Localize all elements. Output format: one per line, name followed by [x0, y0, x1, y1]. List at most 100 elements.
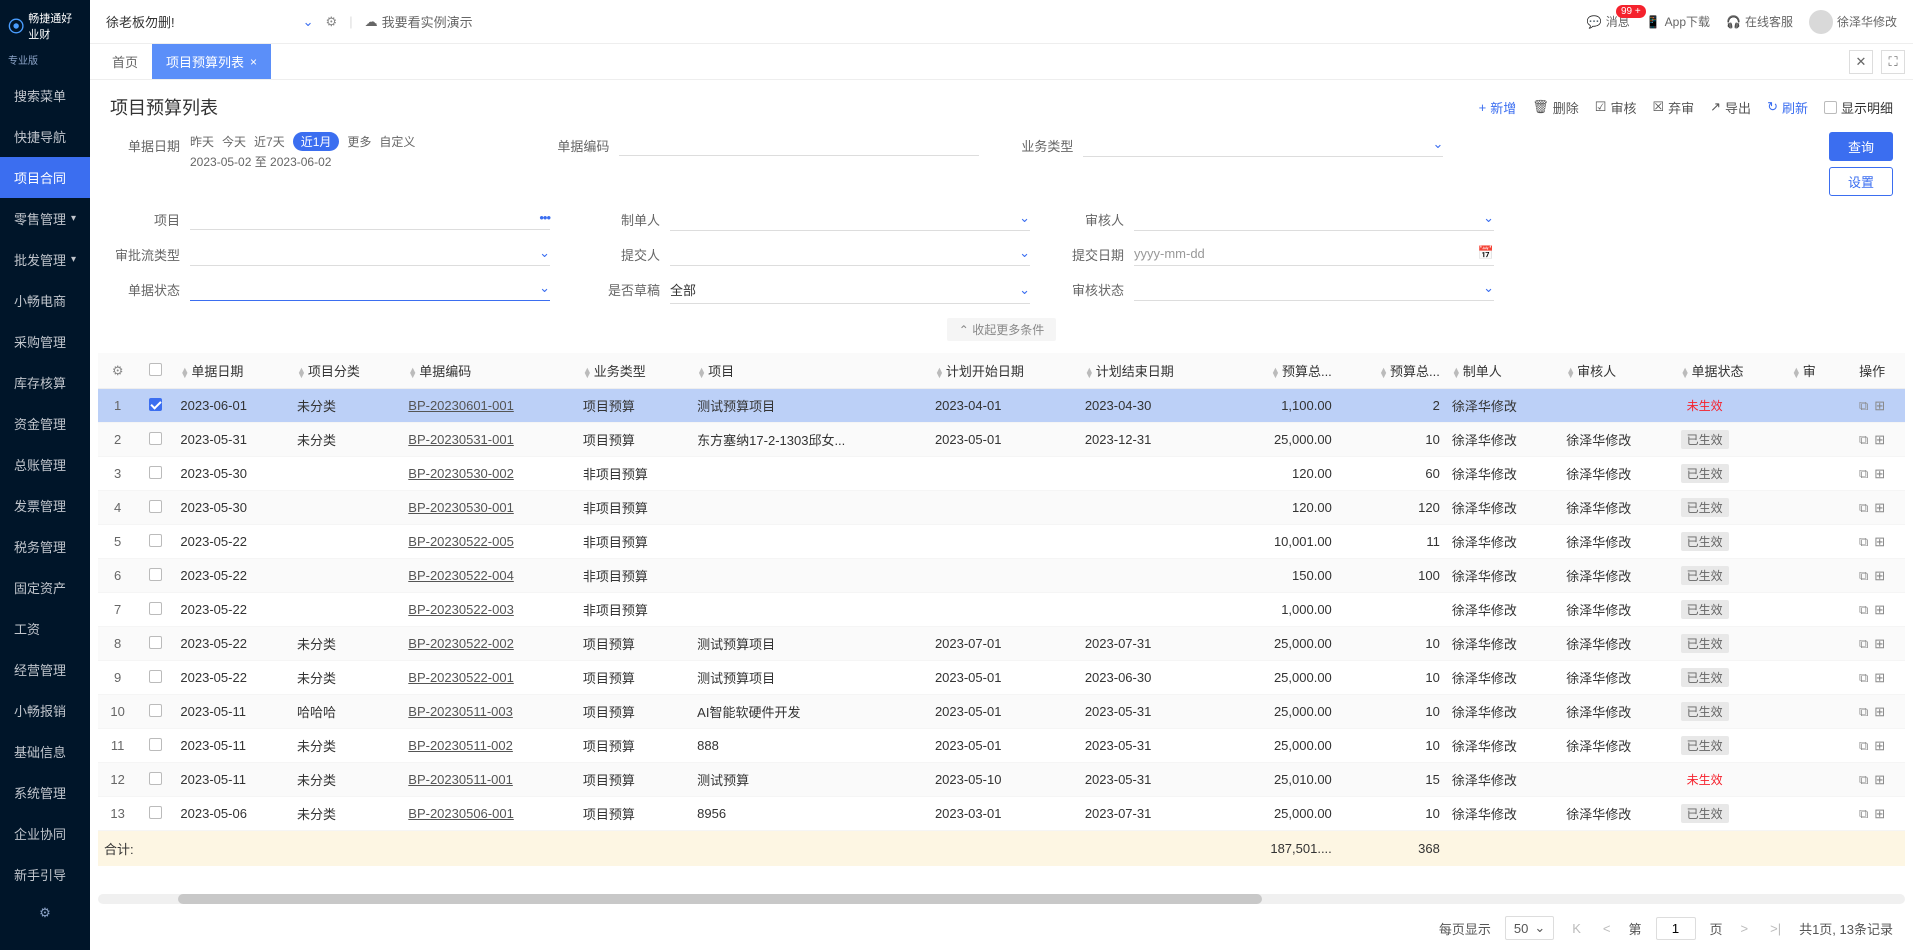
detail-checkbox[interactable]: 显示明细 — [1824, 98, 1893, 117]
col-maker[interactable]: ▲▼制单人 — [1446, 353, 1560, 389]
table-row[interactable]: 1 2023-06-01 未分类 BP-20230601-001 项目预算 测试… — [98, 389, 1905, 423]
more-icon[interactable]: ⊞ — [1874, 602, 1885, 617]
bill-code-link[interactable]: BP-20230511-001 — [408, 772, 513, 787]
select-all-checkbox[interactable] — [137, 353, 174, 389]
col-biz-type[interactable]: ▲▼业务类型 — [577, 353, 691, 389]
sidebar-item[interactable]: 经营管理 — [0, 649, 90, 690]
row-checkbox[interactable] — [137, 491, 174, 525]
filter-submitter-select[interactable]: ⌄ — [670, 241, 1030, 266]
bill-code-link[interactable]: BP-20230522-005 — [408, 534, 514, 549]
fullscreen-button[interactable]: ⛶ — [1881, 50, 1905, 74]
bill-code-link[interactable]: BP-20230511-002 — [408, 738, 513, 753]
close-icon[interactable]: × — [250, 55, 257, 69]
row-checkbox[interactable] — [137, 797, 174, 831]
sidebar-item[interactable]: 系统管理 — [0, 772, 90, 813]
view-icon[interactable]: ⧉ — [1859, 738, 1868, 753]
refresh-button[interactable]: ↻刷新 — [1767, 98, 1808, 117]
tab[interactable]: 首页 — [98, 44, 152, 79]
gear-icon[interactable]: ⚙ — [326, 14, 338, 30]
row-checkbox[interactable] — [137, 763, 174, 797]
table-row[interactable]: 4 2023-05-30 BP-20230530-001 非项目预算 120.0… — [98, 491, 1905, 525]
sidebar-item[interactable]: 小畅电商 — [0, 280, 90, 321]
more-icon[interactable]: ⊞ — [1874, 806, 1885, 821]
sidebar-item[interactable]: 零售管理▾ — [0, 198, 90, 239]
row-checkbox[interactable] — [137, 457, 174, 491]
table-settings-button[interactable]: ⚙ — [98, 353, 137, 389]
filter-maker-select[interactable]: ⌄ — [670, 206, 1030, 231]
export-button[interactable]: ↗导出 — [1710, 98, 1751, 117]
bill-code-link[interactable]: BP-20230530-002 — [408, 466, 514, 481]
table-row[interactable]: 12 2023-05-11 未分类 BP-20230511-001 项目预算 测… — [98, 763, 1905, 797]
app-download-button[interactable]: 📱 App下载 — [1646, 13, 1710, 30]
close-tab-button[interactable]: ✕ — [1849, 50, 1873, 74]
table-row[interactable]: 13 2023-05-06 未分类 BP-20230506-001 项目预算 8… — [98, 797, 1905, 831]
filter-audit-status-select[interactable]: ⌄ — [1134, 276, 1494, 301]
bill-code-link[interactable]: BP-20230522-004 — [408, 568, 514, 583]
more-icon[interactable]: ⊞ — [1874, 636, 1885, 651]
bill-code-link[interactable]: BP-20230530-001 — [408, 500, 514, 515]
tab[interactable]: 项目预算列表× — [152, 44, 271, 79]
col-budget2[interactable]: ▲▼预算总... — [1338, 353, 1446, 389]
col-status[interactable]: ▲▼单据状态 — [1675, 353, 1786, 389]
bill-code-link[interactable]: BP-20230522-001 — [408, 670, 514, 685]
filter-bill-status-select[interactable]: ⌄ — [190, 276, 550, 301]
user-menu[interactable]: 徐泽华修改 — [1809, 10, 1897, 34]
sidebar-item[interactable]: 搜索菜单 — [0, 75, 90, 116]
view-icon[interactable]: ⧉ — [1859, 398, 1868, 413]
view-icon[interactable]: ⧉ — [1859, 432, 1868, 447]
message-button[interactable]: 💬 消息 99 + — [1587, 13, 1630, 30]
sidebar-item[interactable]: 项目合同 — [0, 157, 90, 198]
row-checkbox[interactable] — [137, 423, 174, 457]
col-bill-code[interactable]: ▲▼单据编码 — [402, 353, 577, 389]
more-icon[interactable]: ⊞ — [1874, 772, 1885, 787]
row-checkbox[interactable] — [137, 627, 174, 661]
view-icon[interactable]: ⧉ — [1859, 466, 1868, 481]
table-row[interactable]: 3 2023-05-30 BP-20230530-002 非项目预算 120.0… — [98, 457, 1905, 491]
collapse-filter-button[interactable]: ⌃ 收起更多条件 — [110, 314, 1893, 345]
sidebar-item[interactable]: 批发管理▾ — [0, 239, 90, 280]
online-service-button[interactable]: 🎧 在线客服 — [1726, 13, 1793, 30]
table-row[interactable]: 8 2023-05-22 未分类 BP-20230522-002 项目预算 测试… — [98, 627, 1905, 661]
sidebar-item[interactable]: 税务管理 — [0, 526, 90, 567]
row-checkbox[interactable] — [137, 389, 174, 423]
page-input[interactable] — [1656, 917, 1696, 940]
table-row[interactable]: 10 2023-05-11 哈哈哈 BP-20230511-003 项目预算 A… — [98, 695, 1905, 729]
more-icon[interactable]: ⊞ — [1874, 534, 1885, 549]
sidebar-item[interactable]: 发票管理 — [0, 485, 90, 526]
row-checkbox[interactable] — [137, 695, 174, 729]
audit-button[interactable]: ☑审核 — [1595, 98, 1637, 117]
sidebar-item[interactable]: 总账管理 — [0, 444, 90, 485]
filter-submit-date-input[interactable]: yyyy-mm-dd📅 — [1134, 241, 1494, 266]
abandon-button[interactable]: ☒弃审 — [1652, 98, 1694, 117]
delete-button[interactable]: 🗑删除 — [1532, 98, 1579, 117]
more-icon[interactable]: ⊞ — [1874, 670, 1885, 685]
more-icon[interactable]: ⊞ — [1874, 398, 1885, 413]
table-row[interactable]: 6 2023-05-22 BP-20230522-004 非项目预算 150.0… — [98, 559, 1905, 593]
more-icon[interactable]: ⊞ — [1874, 568, 1885, 583]
col-bill-date[interactable]: ▲▼单据日期 — [174, 353, 291, 389]
per-page-select[interactable]: 50⌄ — [1505, 916, 1554, 940]
col-budget1[interactable]: ▲▼预算总... — [1229, 353, 1338, 389]
next-page-button[interactable]: > — [1737, 921, 1753, 936]
view-icon[interactable]: ⧉ — [1859, 704, 1868, 719]
sidebar-item[interactable]: 小畅报销 — [0, 690, 90, 731]
last-page-button[interactable]: >| — [1766, 921, 1785, 936]
sidebar-item[interactable]: 资金管理 — [0, 403, 90, 444]
filter-project-select[interactable]: ••• — [190, 206, 550, 230]
more-icon[interactable]: ⊞ — [1874, 432, 1885, 447]
prev-page-button[interactable]: < — [1599, 921, 1615, 936]
row-checkbox[interactable] — [137, 729, 174, 763]
table-row[interactable]: 7 2023-05-22 BP-20230522-003 非项目预算 1,000… — [98, 593, 1905, 627]
row-checkbox[interactable] — [137, 593, 174, 627]
table-row[interactable]: 2 2023-05-31 未分类 BP-20230531-001 项目预算 东方… — [98, 423, 1905, 457]
view-icon[interactable]: ⧉ — [1859, 670, 1868, 685]
view-icon[interactable]: ⧉ — [1859, 636, 1868, 651]
sidebar-item[interactable]: 工资 — [0, 608, 90, 649]
sidebar-item[interactable]: 库存核算 — [0, 362, 90, 403]
more-icon[interactable]: ⊞ — [1874, 704, 1885, 719]
view-icon[interactable]: ⧉ — [1859, 806, 1868, 821]
query-button[interactable]: 查询 — [1829, 132, 1893, 161]
more-icon[interactable]: ⊞ — [1874, 500, 1885, 515]
filter-auditor-select[interactable]: ⌄ — [1134, 206, 1494, 231]
view-icon[interactable]: ⧉ — [1859, 534, 1868, 549]
